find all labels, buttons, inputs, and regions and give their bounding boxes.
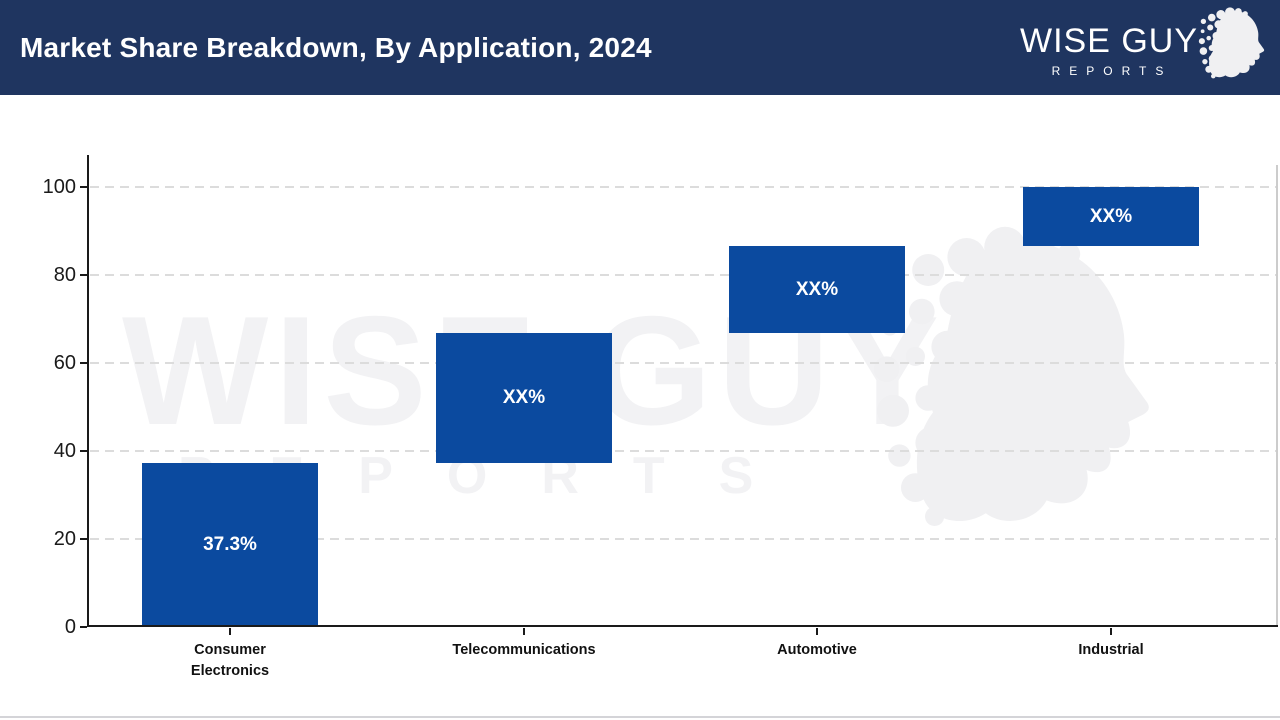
x-category-label-0: Consumer Electronics bbox=[190, 642, 270, 679]
x-axis-line bbox=[87, 625, 1278, 627]
x-tick-2 bbox=[816, 628, 818, 635]
watermark-head-icon bbox=[873, 226, 1149, 526]
gridline-20 bbox=[90, 538, 1276, 540]
y-tick-label-0: 0 bbox=[64, 616, 76, 638]
y-tick-label-100: 100 bbox=[42, 176, 76, 198]
y-tick-0 bbox=[80, 626, 87, 628]
gridline-100 bbox=[90, 186, 1276, 188]
bar-1[interactable]: XX% bbox=[436, 333, 612, 463]
chart-title: Market Share Breakdown, By Application, … bbox=[20, 31, 652, 63]
x-category-label-1: Telecommunications bbox=[452, 642, 596, 658]
x-tick-0 bbox=[229, 628, 231, 635]
bar-3[interactable]: XX% bbox=[1023, 187, 1199, 247]
brand-logo-text: WISE GUY REPORTS bbox=[1018, 22, 1200, 78]
y-axis-line bbox=[87, 155, 89, 627]
y-tick-100 bbox=[80, 186, 87, 188]
header-banner: Market Share Breakdown, By Application, … bbox=[0, 0, 1280, 95]
bar-value-label-0: 37.3% bbox=[203, 533, 257, 555]
y-tick-20 bbox=[80, 538, 87, 540]
brand-head-icon bbox=[1198, 7, 1265, 79]
bar-value-label-2: XX% bbox=[795, 278, 839, 300]
x-category-label-3: Industrial bbox=[1078, 642, 1144, 658]
bar-value-label-1: XX% bbox=[502, 386, 546, 408]
bar-2[interactable]: XX% bbox=[729, 246, 905, 334]
x-tick-3 bbox=[1110, 628, 1112, 635]
plot-right-border bbox=[1276, 165, 1278, 627]
y-tick-60 bbox=[80, 362, 87, 364]
y-tick-label-80: 80 bbox=[53, 264, 76, 286]
brand-subname: REPORTS bbox=[1051, 64, 1173, 78]
gridline-80 bbox=[90, 274, 1276, 276]
y-tick-80 bbox=[80, 274, 87, 276]
x-tick-1 bbox=[523, 628, 525, 635]
brand-name: WISE GUY bbox=[1019, 22, 1199, 60]
brand-logo: WISE GUY REPORTS bbox=[1018, 4, 1268, 92]
y-tick-label-60: 60 bbox=[53, 352, 76, 374]
y-tick-label-40: 40 bbox=[53, 440, 76, 462]
bar-0[interactable]: 37.3% bbox=[142, 462, 318, 627]
gridline-60 bbox=[90, 362, 1276, 364]
gridline-40 bbox=[90, 450, 1276, 452]
x-category-label-2: Automotive bbox=[777, 642, 857, 658]
bar-value-label-3: XX% bbox=[1089, 205, 1133, 227]
y-tick-40 bbox=[80, 450, 87, 452]
y-tick-label-20: 20 bbox=[53, 528, 76, 550]
bottom-hairline bbox=[0, 716, 1280, 718]
